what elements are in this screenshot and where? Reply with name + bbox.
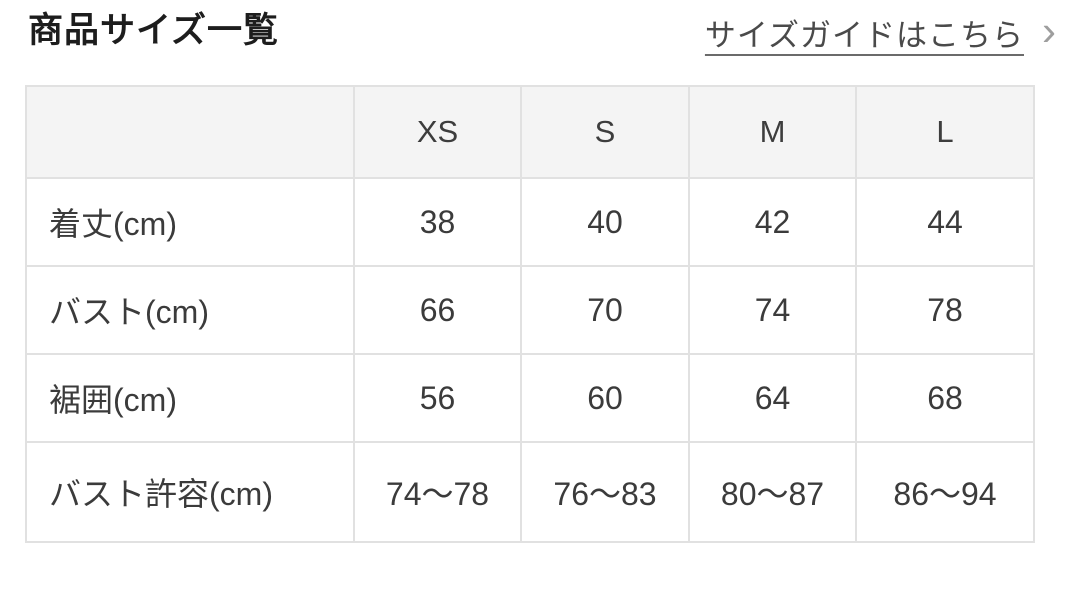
cell-bust-xs: 66 (353, 265, 522, 355)
table-row-bust-allowance: バスト許容(cm) 74〜78 76〜83 80〜87 86〜94 (25, 441, 1035, 543)
cell-bust-l: 78 (855, 265, 1035, 355)
cell-hem-s: 60 (520, 353, 690, 443)
table-row-length: 着丈(cm) 38 40 42 44 (25, 177, 1035, 267)
cell-hem-l: 68 (855, 353, 1035, 443)
cell-length-m: 42 (688, 177, 857, 267)
row-label-bust-allowance: バスト許容(cm) (25, 441, 355, 543)
cell-bust-allowance-l: 86〜94 (855, 441, 1035, 543)
cell-length-xs: 38 (353, 177, 522, 267)
page-title: 商品サイズ一覧 (28, 11, 279, 50)
table-row-bust: バスト(cm) 66 70 74 78 (25, 265, 1035, 355)
cell-bust-m: 74 (688, 265, 857, 355)
column-header-l: L (855, 85, 1035, 179)
table-row-hem: 裾囲(cm) 56 60 64 68 (25, 353, 1035, 443)
row-label-hem: 裾囲(cm) (25, 353, 355, 443)
cell-bust-allowance-m: 80〜87 (688, 441, 857, 543)
cell-hem-m: 64 (688, 353, 857, 443)
size-table-header-row: XS S M L (25, 85, 1035, 179)
cell-hem-xs: 56 (353, 353, 522, 443)
cell-bust-allowance-xs: 74〜78 (353, 441, 522, 543)
column-header-m: M (688, 85, 857, 179)
row-label-bust: バスト(cm) (25, 265, 355, 355)
column-header-xs: XS (353, 85, 522, 179)
section-header: 商品サイズ一覧 サイズガイドはこちら › (0, 0, 1080, 55)
cell-bust-s: 70 (520, 265, 690, 355)
column-header-s: S (520, 85, 690, 179)
size-guide-link[interactable]: サイズガイドはこちら (704, 18, 1024, 53)
cell-length-l: 44 (855, 177, 1035, 267)
row-label-length: 着丈(cm) (25, 177, 355, 267)
size-guide-link-group: サイズガイドはこちら › (704, 6, 1056, 55)
cell-length-s: 40 (520, 177, 690, 267)
size-table-corner-cell (25, 85, 355, 179)
cell-bust-allowance-s: 76〜83 (520, 441, 690, 543)
chevron-right-icon[interactable]: › (1042, 6, 1056, 54)
size-table: XS S M L 着丈(cm) 38 40 42 44 バスト(cm) 66 7… (25, 85, 1035, 543)
